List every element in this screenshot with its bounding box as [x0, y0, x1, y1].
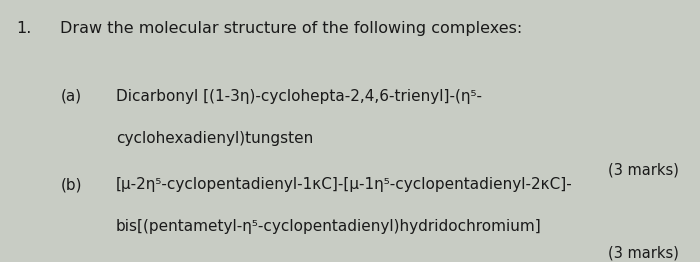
Text: (a): (a): [60, 89, 81, 104]
Text: 1.: 1.: [17, 21, 32, 36]
Text: [μ-2η⁵-cyclopentadienyl-1κC]-[μ-1η⁵-cyclopentadienyl-2κC]-: [μ-2η⁵-cyclopentadienyl-1κC]-[μ-1η⁵-cycl…: [116, 177, 573, 193]
Text: (3 marks): (3 marks): [608, 245, 679, 260]
Text: Dicarbonyl [(1-3η)-cyclohepta-2,4,6-trienyl]-(η⁵-: Dicarbonyl [(1-3η)-cyclohepta-2,4,6-trie…: [116, 89, 482, 104]
Text: cyclohexadienyl)tungsten: cyclohexadienyl)tungsten: [116, 131, 313, 146]
Text: (b): (b): [60, 177, 82, 193]
Text: bis[(pentametyl-η⁵-cyclopentadienyl)hydridochromium]: bis[(pentametyl-η⁵-cyclopentadienyl)hydr…: [116, 219, 542, 234]
Text: (3 marks): (3 marks): [608, 163, 679, 178]
Text: Draw the molecular structure of the following complexes:: Draw the molecular structure of the foll…: [60, 21, 523, 36]
